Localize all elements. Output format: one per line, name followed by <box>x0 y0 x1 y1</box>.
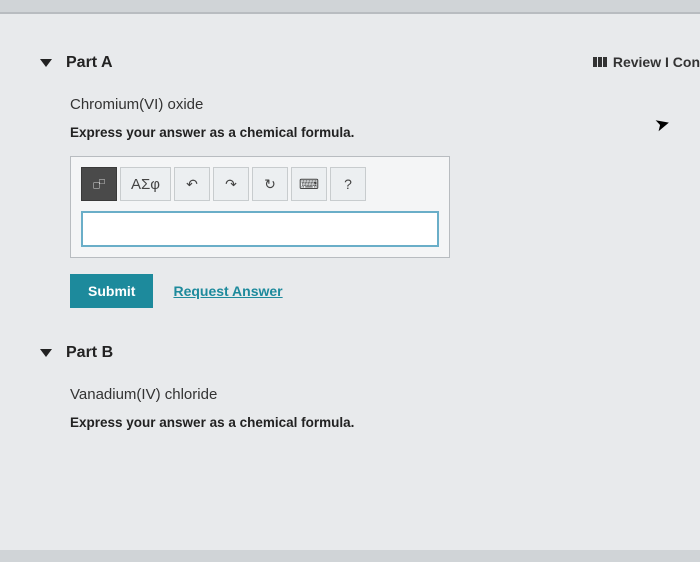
formula-toolbar: □□ ΑΣφ ↶ ↷ ↻ ⌨ <box>81 167 439 201</box>
content-area: Part A Chromium(VI) oxide Express your a… <box>0 14 700 430</box>
formula-input[interactable] <box>81 211 439 247</box>
request-label: Request Answer <box>173 283 282 299</box>
reset-icon: ↻ <box>264 176 276 193</box>
undo-button[interactable]: ↶ <box>174 167 210 201</box>
help-button[interactable]: ? <box>330 167 366 201</box>
redo-icon: ↷ <box>225 176 237 193</box>
part-a-block: Chromium(VI) oxide Express your answer a… <box>40 96 700 308</box>
request-answer-link[interactable]: Request Answer <box>173 283 282 299</box>
constants-icon <box>593 57 607 67</box>
review-link[interactable]: Review I Con <box>593 54 700 70</box>
page-frame: Review I Con ➤ Part A Chromium(VI) oxide… <box>0 12 700 550</box>
keyboard-icon: ⌨ <box>299 176 319 193</box>
greek-button[interactable]: ΑΣφ <box>120 167 171 201</box>
chevron-down-icon <box>40 349 52 357</box>
chevron-down-icon <box>40 59 52 67</box>
part-b-block: Vanadium(IV) chloride Express your answe… <box>40 386 700 430</box>
submit-button[interactable]: Submit <box>70 274 153 308</box>
part-a-actions: Submit Request Answer <box>70 274 700 308</box>
part-a-compound: Chromium(VI) oxide <box>70 96 700 113</box>
template-icon: □□ <box>93 177 104 191</box>
part-b-compound: Vanadium(IV) chloride <box>70 386 700 403</box>
undo-icon: ↶ <box>186 176 198 193</box>
reset-button[interactable]: ↻ <box>252 167 288 201</box>
part-a-instruction: Express your answer as a chemical formul… <box>70 125 700 140</box>
answer-panel: □□ ΑΣφ ↶ ↷ ↻ ⌨ <box>70 156 450 258</box>
part-a-title: Part A <box>66 54 113 72</box>
review-label: Review I Con <box>613 54 700 70</box>
template-button[interactable]: □□ <box>81 167 117 201</box>
part-b-title: Part B <box>66 344 113 362</box>
part-b-header[interactable]: Part B <box>40 344 700 362</box>
greek-label: ΑΣφ <box>131 176 160 193</box>
redo-button[interactable]: ↷ <box>213 167 249 201</box>
part-b-instruction: Express your answer as a chemical formul… <box>70 415 700 430</box>
keyboard-button[interactable]: ⌨ <box>291 167 327 201</box>
submit-label: Submit <box>88 283 135 299</box>
help-icon: ? <box>344 176 352 192</box>
